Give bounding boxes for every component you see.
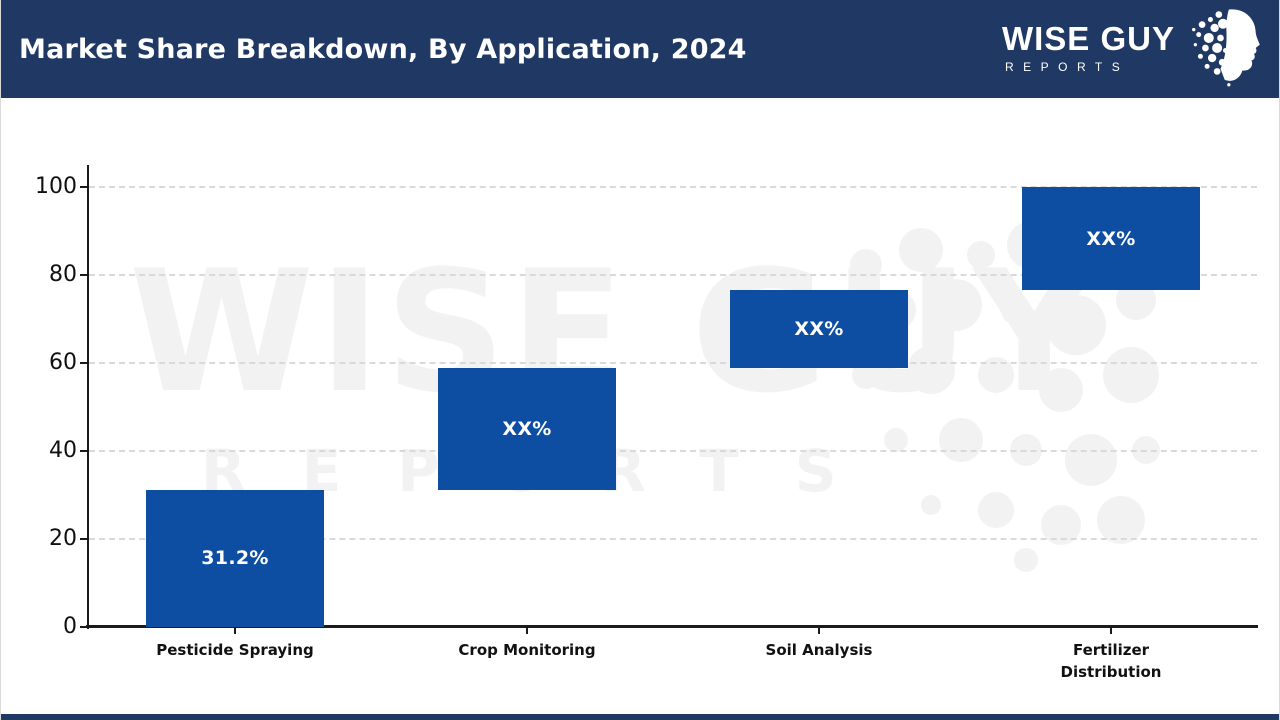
y-tick-40 [80,450,89,452]
brand-logo: WISE GUY REPORTS [1002,6,1269,90]
y-tick-60 [80,362,89,364]
y-tick-label: 40 [49,438,77,463]
gridline-20 [89,538,1257,540]
bar-soil-analysis: XX% [730,290,908,369]
gridline-60 [89,362,1257,364]
y-tick-label: 0 [63,614,77,639]
y-tick-100 [80,186,89,188]
y-tick-label: 20 [49,526,77,551]
logo-face-icon [1192,9,1260,87]
y-axis-line [87,165,89,629]
x-tick-fertilizer-distribution [1110,627,1112,634]
logo-line1: WISE GUY [1001,20,1175,58]
header: Market Share Breakdown, By Application, … [1,0,1279,98]
y-tick-20 [80,538,89,540]
logo-wordmark: WISE GUY REPORTS [1002,22,1175,74]
x-tick-soil-analysis [818,627,820,634]
x-axis-label-fertilizer-distribution: Fertilizer Distribution [1060,641,1162,681]
x-tick-crop-monitoring [526,627,528,634]
gridline-100 [89,186,1257,188]
bar-value-label: XX% [794,318,844,341]
x-tick-pesticide-spraying [234,627,236,634]
y-tick-label: 80 [49,262,77,287]
y-tick-label: 60 [49,350,77,375]
y-tick-80 [80,274,89,276]
x-axis-label-soil-analysis: Soil Analysis [765,641,873,659]
bar-pesticide-spraying: 31.2% [146,489,324,627]
page-title: Market Share Breakdown, By Application, … [19,33,747,65]
gridline-40 [89,450,1257,452]
bar-crop-monitoring: XX% [438,368,616,490]
bar-value-label: XX% [1086,227,1136,250]
bar-value-label: 31.2% [201,547,269,570]
x-axis-line [86,625,1258,628]
y-tick-0 [80,626,89,628]
footer-bar [1,714,1279,720]
gridline-80 [89,274,1257,276]
bar-value-label: XX% [502,417,552,440]
logo-line2: REPORTS [1004,59,1130,74]
y-tick-label: 100 [35,174,77,199]
x-axis-label-crop-monitoring: Crop Monitoring [458,641,596,659]
bar-fertilizer-distribution: XX% [1022,187,1200,291]
x-axis-label-pesticide-spraying: Pesticide Spraying [156,641,314,659]
